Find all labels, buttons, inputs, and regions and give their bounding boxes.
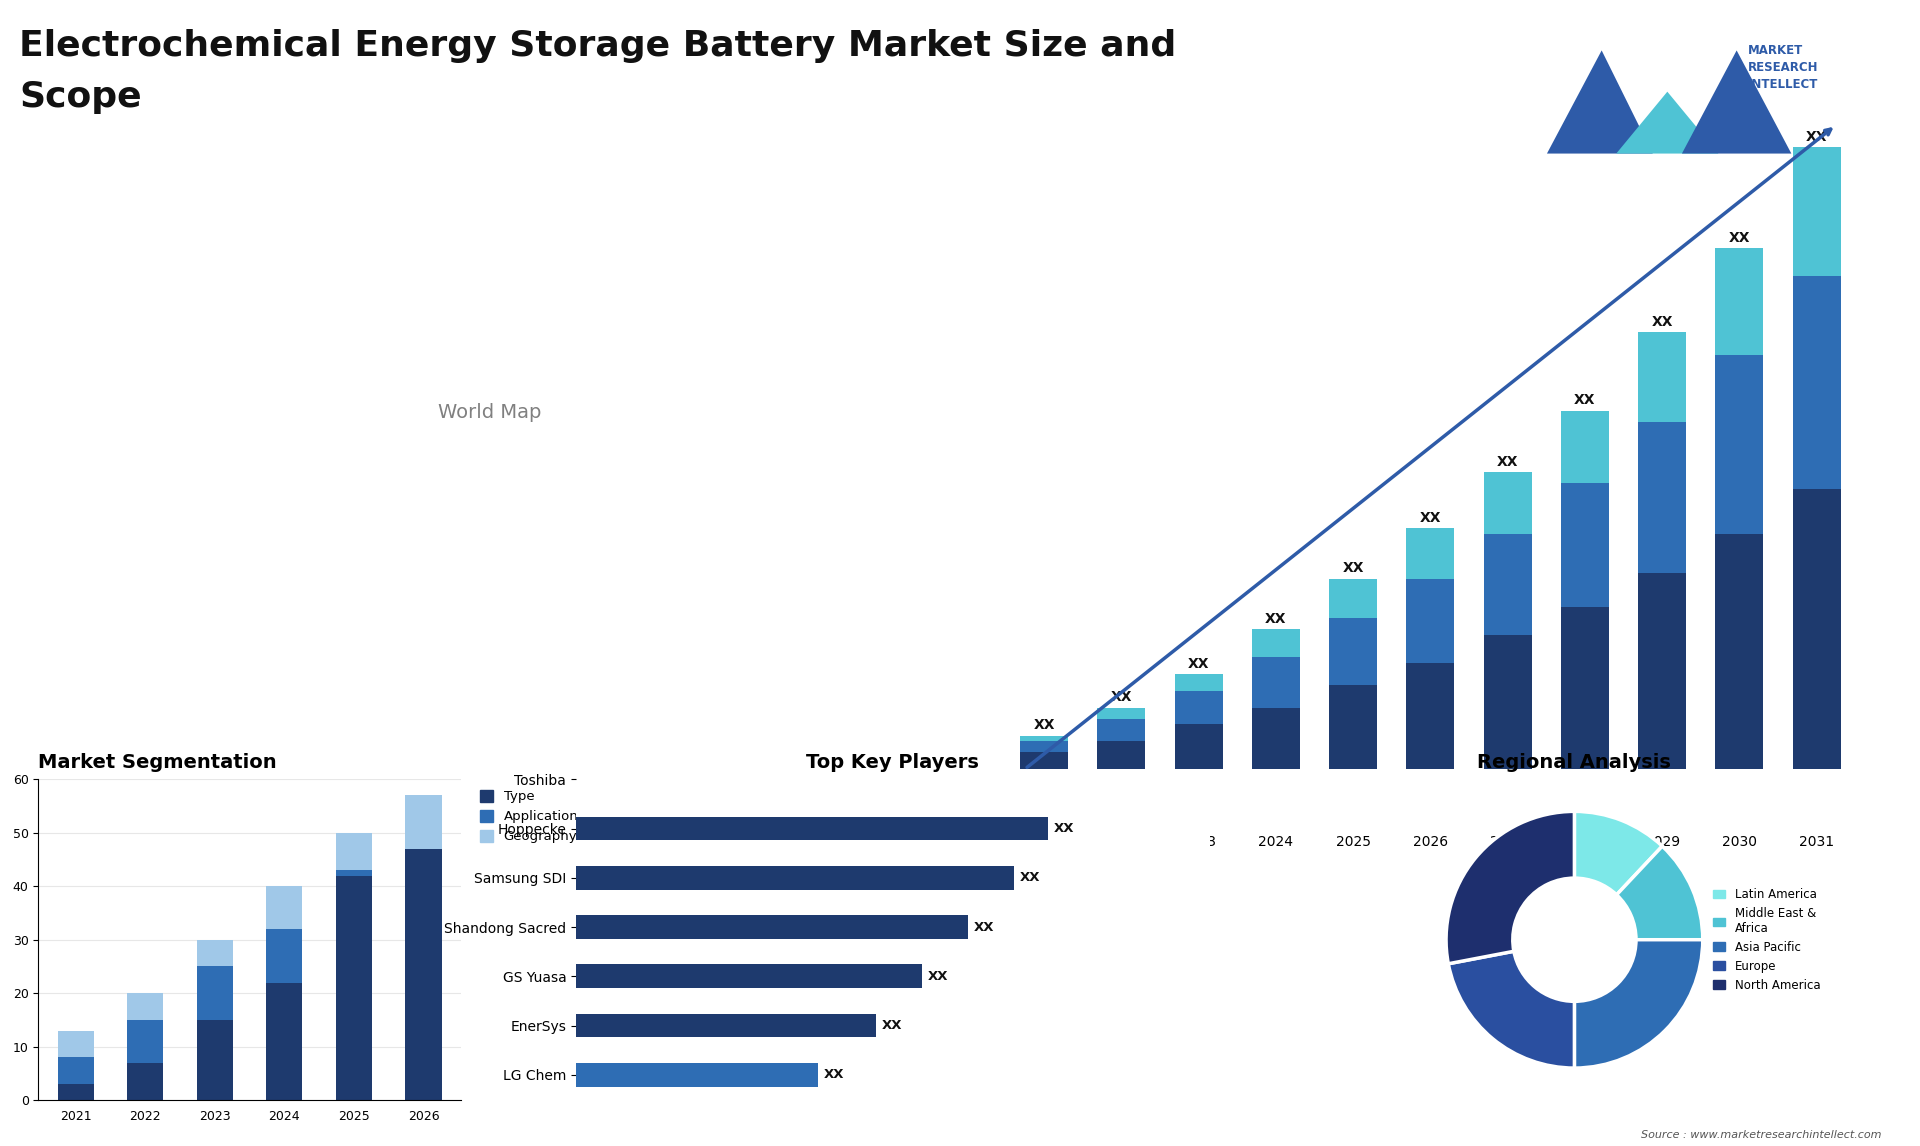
Bar [1329,685,1377,769]
Bar [1020,736,1068,741]
Bar [1252,629,1300,657]
Bar [1175,724,1223,769]
Bar [576,866,1014,889]
Text: XX: XX [1188,657,1210,670]
Wedge shape [1574,811,1663,895]
Text: Scope: Scope [19,80,142,115]
Bar [405,795,442,849]
Text: XX: XX [1728,230,1751,245]
Text: XX: XX [824,1068,845,1082]
Legend: Type, Application, Geography: Type, Application, Geography [476,786,582,847]
Title: Top Key Players: Top Key Players [806,753,979,772]
Bar [576,817,1048,840]
Bar [1715,534,1763,769]
Bar [1793,489,1841,769]
Title: Regional Analysis: Regional Analysis [1478,753,1670,772]
Bar [1484,635,1532,769]
Bar [1638,573,1686,769]
Wedge shape [1446,811,1574,964]
Text: MARKET
RESEARCH
INTELLECT: MARKET RESEARCH INTELLECT [1747,44,1818,91]
Text: Market Segmentation: Market Segmentation [38,753,276,772]
Bar [336,876,372,1100]
Bar [336,870,372,876]
Bar [336,833,372,870]
Bar [1484,534,1532,635]
Bar [1407,579,1453,662]
Bar [1407,528,1453,579]
Text: XX: XX [1110,690,1133,704]
Bar [196,940,232,966]
Bar [196,966,232,1020]
Bar [196,1020,232,1100]
Bar [58,1058,94,1084]
Bar [576,965,922,988]
Text: XX: XX [881,1019,902,1033]
Text: XX: XX [1651,315,1672,329]
Polygon shape [1682,50,1791,154]
Bar [1638,422,1686,573]
Bar [1175,691,1223,724]
Bar [1020,741,1068,752]
Text: XX: XX [1033,719,1054,732]
Text: XX: XX [1419,511,1442,525]
Text: XX: XX [1265,612,1286,626]
Bar [1098,719,1146,741]
Polygon shape [1617,92,1718,154]
Bar [267,929,303,982]
Bar [1715,249,1763,354]
Text: Electrochemical Energy Storage Battery Market Size and: Electrochemical Energy Storage Battery M… [19,29,1177,63]
Bar [1638,332,1686,422]
Text: World Map: World Map [438,403,541,422]
Bar [267,982,303,1100]
Bar [405,849,442,1100]
Bar [1020,752,1068,769]
Bar [576,916,968,939]
Text: XX: XX [973,920,995,934]
Text: XX: XX [927,970,948,983]
Bar [58,1030,94,1058]
Bar [1561,606,1609,769]
Bar [1252,707,1300,769]
Bar [127,994,163,1020]
Bar [1329,579,1377,618]
Bar [1561,410,1609,484]
Text: XX: XX [1498,455,1519,469]
Text: Source : www.marketresearchintellect.com: Source : www.marketresearchintellect.com [1642,1130,1882,1140]
Bar [1098,707,1146,719]
Bar [576,1014,876,1037]
Bar [1407,662,1453,769]
Bar [1484,472,1532,534]
Bar [1329,618,1377,685]
Polygon shape [1548,50,1653,154]
Bar [1715,354,1763,534]
Text: XX: XX [1054,822,1075,835]
Bar [58,1084,94,1100]
Bar [267,886,303,929]
Text: XX: XX [1807,129,1828,144]
Wedge shape [1617,846,1703,940]
Text: XX: XX [1574,393,1596,407]
Bar [127,1020,163,1062]
Bar [1561,484,1609,606]
Text: XX: XX [1342,562,1363,575]
Bar [1175,674,1223,691]
Legend: Latin America, Middle East &
Africa, Asia Pacific, Europe, North America: Latin America, Middle East & Africa, Asi… [1709,884,1826,996]
Wedge shape [1448,951,1574,1068]
Bar [1793,148,1841,276]
Bar [576,1063,818,1086]
Bar [127,1062,163,1100]
Wedge shape [1574,940,1703,1068]
Bar [1252,657,1300,707]
Bar [1793,276,1841,489]
Text: XX: XX [1020,871,1041,885]
Bar [1098,741,1146,769]
